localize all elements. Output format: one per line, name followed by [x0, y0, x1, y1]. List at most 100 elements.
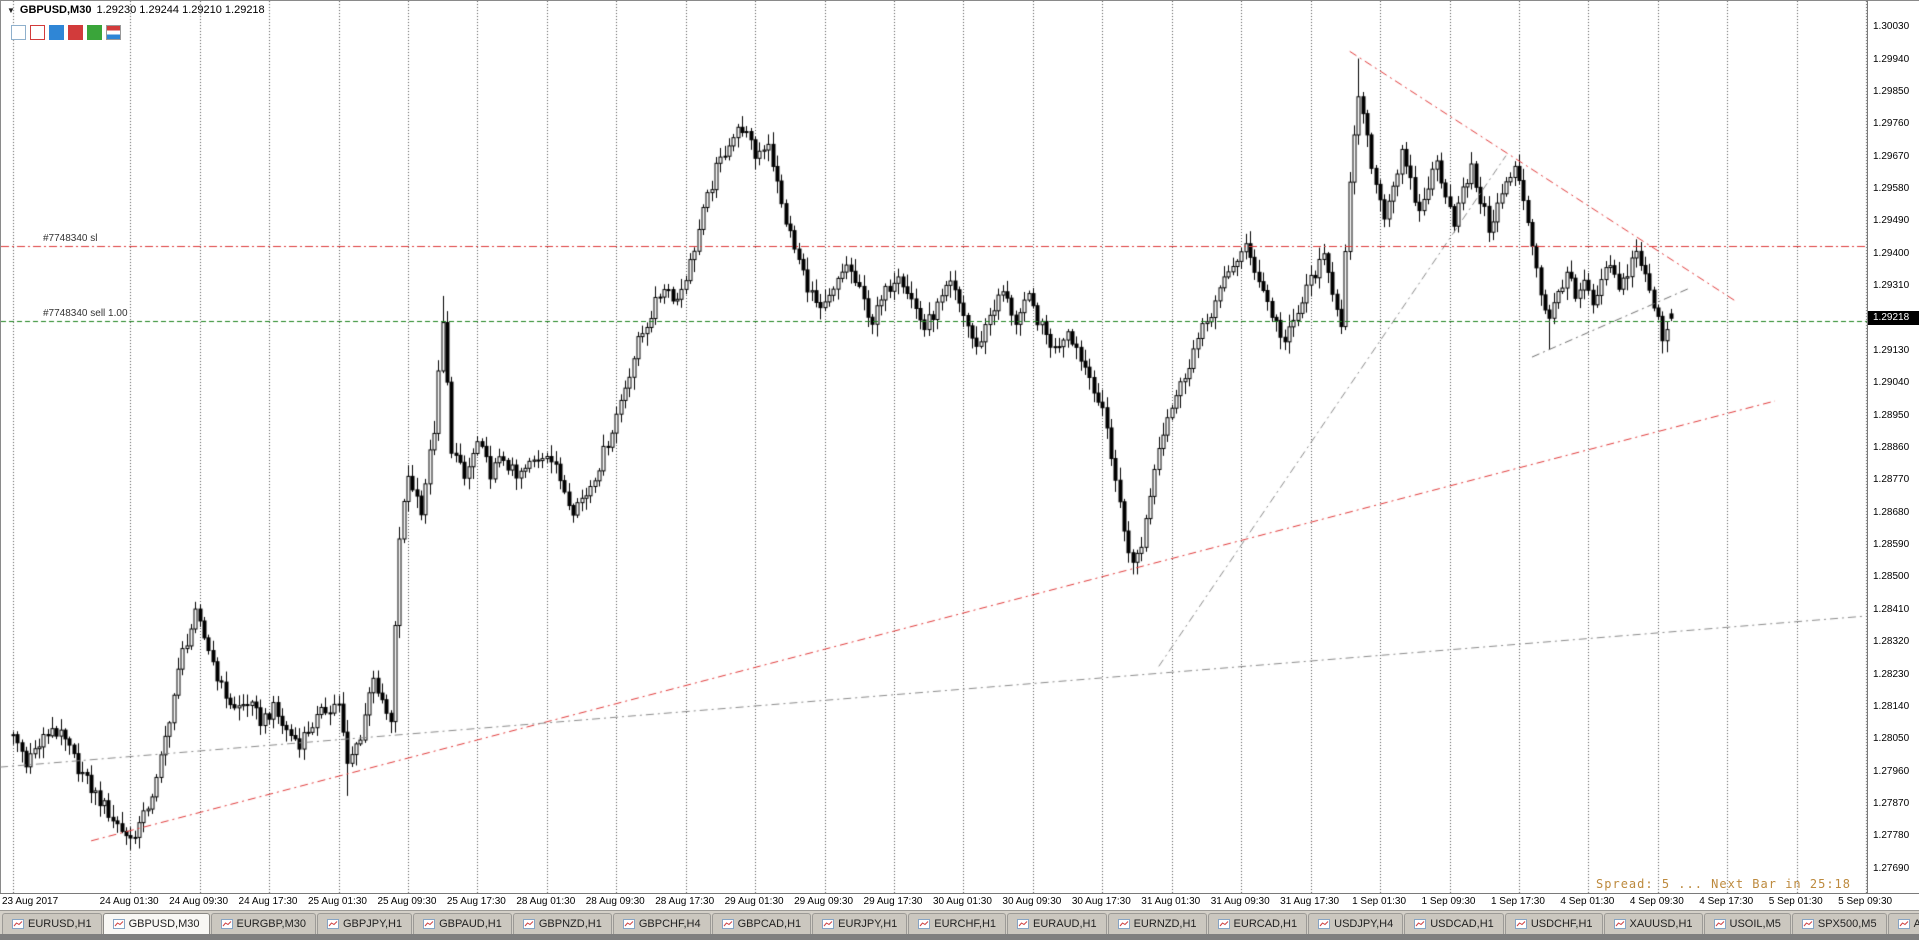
- price-axis[interactable]: 1.29218 1.30030 1.29940 1.29850 1.29760 1.29…: [1867, 0, 1919, 893]
- swatch-green[interactable]: [87, 25, 102, 40]
- tab-label: GBPAUD,H1: [439, 918, 502, 930]
- swatch-white-blue-outline[interactable]: [11, 25, 26, 40]
- time-axis-label: 29 Aug 17:30: [863, 896, 923, 907]
- mini-chart-icon: [1217, 919, 1230, 929]
- time-axis-label: 1 Sep 09:30: [1421, 896, 1476, 907]
- time-axis-label: 31 Aug 17:30: [1280, 896, 1340, 907]
- price-axis-label: 1.29130: [1873, 344, 1910, 356]
- mini-chart-icon: [721, 919, 734, 929]
- price-axis-label: 1.27960: [1873, 765, 1910, 777]
- time-axis-label: 25 Aug 01:30: [308, 896, 367, 907]
- mini-chart-icon: [1713, 919, 1726, 929]
- mini-chart-icon: [918, 919, 931, 929]
- price-axis-label: 1.28500: [1873, 571, 1910, 583]
- tab-label: USDCAD,H1: [1430, 918, 1494, 930]
- tab-label: GBPCHF,H4: [638, 918, 701, 930]
- mini-chart-icon: [1613, 919, 1626, 929]
- ohlc-values: 1.29230 1.29244 1.29210 1.29218: [96, 4, 265, 16]
- tab-label: USDJPY,H4: [1334, 918, 1394, 930]
- chart-tab-usoil-m5[interactable]: USOIL,M5: [1703, 913, 1791, 934]
- mini-chart-icon: [1017, 919, 1030, 929]
- chart-tab-gbpjpy-h1[interactable]: GBPJPY,H1: [317, 913, 413, 934]
- price-axis-label: 1.28140: [1873, 700, 1910, 712]
- chart-tab-gbpchf-h4[interactable]: GBPCHF,H4: [612, 913, 711, 934]
- chart-tab-gbpnzd-h1[interactable]: GBPNZD,H1: [512, 913, 612, 934]
- time-axis-label: 24 Aug 17:30: [238, 896, 298, 907]
- swatch-blue[interactable]: [49, 25, 64, 40]
- chart-tab-eurjpy-h1[interactable]: EURJPY,H1: [812, 913, 908, 934]
- time-axis-label: 31 Aug 09:30: [1210, 896, 1270, 907]
- chart-tab-eurnzd-h1[interactable]: EURNZD,H1: [1107, 913, 1207, 934]
- tab-label: SPX500,M5: [1817, 918, 1877, 930]
- price-chart-canvas[interactable]: [1, 1, 1867, 893]
- time-axis-label: 4 Sep 17:30: [1699, 896, 1754, 907]
- price-axis-label: 1.30030: [1873, 21, 1910, 33]
- price-axis-label: 1.29850: [1873, 85, 1910, 97]
- chart-tab-eurcad-h1[interactable]: EURCAD,H1: [1207, 913, 1308, 934]
- chart-tab-gbpaud-h1[interactable]: GBPAUD,H1: [413, 913, 512, 934]
- chart-tab-eurchf-h1[interactable]: EURCHF,H1: [908, 913, 1007, 934]
- price-axis-label: 1.28320: [1873, 636, 1910, 648]
- tab-label: EURCHF,H1: [934, 918, 997, 930]
- chart-tab-audusd-h4[interactable]: AUDUSD,H4: [1887, 913, 1919, 934]
- price-axis-label: 1.28230: [1873, 668, 1910, 680]
- tab-label: USOIL,M5: [1729, 918, 1781, 930]
- tab-label: XAUUSD,H1: [1629, 918, 1693, 930]
- chart-tab-eurgbp-m30[interactable]: EURGBP,M30: [210, 913, 316, 934]
- time-axis-label: 5 Sep 09:30: [1838, 896, 1893, 907]
- price-axis-label: 1.29580: [1873, 183, 1910, 195]
- chart-tab-gbpusd-m30[interactable]: GBPUSD,M30: [102, 913, 210, 934]
- mini-chart-icon: [1514, 919, 1527, 929]
- price-axis-label: 1.28770: [1873, 474, 1910, 486]
- mini-chart-icon: [327, 919, 339, 929]
- chart-tab-gbpcad-h1[interactable]: GBPCAD,H1: [711, 913, 812, 934]
- tab-label: GBPUSD,M30: [128, 918, 200, 930]
- time-axis-label: 29 Aug 01:30: [724, 896, 784, 907]
- symbol-timeframe-label: GBPUSD,M30: [19, 4, 92, 16]
- time-axis-label: 25 Aug 17:30: [446, 896, 506, 907]
- time-axis-label: 28 Aug 01:30: [516, 896, 576, 907]
- chart-tab-bar: EURUSD,H1 GBPUSD,M30 EURGBP,M30 GBPJPY,H1 GB…: [0, 910, 1919, 934]
- swatch-striped-flag[interactable]: [106, 25, 121, 40]
- swatch-white-red-outline[interactable]: [30, 25, 45, 40]
- stoploss-line-label[interactable]: #7748340 sl: [43, 232, 98, 244]
- time-axis-label: 1 Sep 17:30: [1490, 896, 1545, 907]
- price-axis-label: 1.27690: [1873, 862, 1910, 874]
- mini-chart-icon: [220, 919, 233, 929]
- mini-chart-icon: [622, 919, 635, 929]
- time-axis-label: 1 Sep 01:30: [1352, 896, 1407, 907]
- tab-label: EURCAD,H1: [1233, 918, 1298, 930]
- mini-chart-icon: [522, 919, 535, 929]
- chart-tab-euraud-h1[interactable]: EURAUD,H1: [1007, 913, 1107, 934]
- time-axis-label: 24 Aug 09:30: [169, 896, 229, 907]
- chart-tab-xauusd-h1[interactable]: XAUUSD,H1: [1603, 913, 1703, 934]
- color-swatch-toolbar: [11, 25, 121, 40]
- price-axis-label: 1.28590: [1873, 539, 1910, 551]
- tab-label: USDCHF,H1: [1530, 918, 1593, 930]
- chart-tab-eurusd-h1[interactable]: EURUSD,H1: [2, 913, 102, 934]
- tab-label: EURGBP,M30: [236, 918, 307, 930]
- mini-chart-icon: [12, 919, 24, 929]
- tab-label: EURJPY,H1: [838, 918, 898, 930]
- chart-tab-spx500-m5[interactable]: SPX500,M5: [1791, 913, 1887, 934]
- chart-tab-usdcad-h1[interactable]: USDCAD,H1: [1404, 913, 1504, 934]
- time-axis-label: 30 Aug 09:30: [1002, 896, 1062, 907]
- price-axis-label: 1.29040: [1873, 377, 1910, 389]
- mini-chart-icon: [822, 919, 835, 929]
- tab-label: GBPCAD,H1: [737, 918, 802, 930]
- mini-chart-icon: [1414, 919, 1427, 929]
- time-axis[interactable]: 23 Aug 2017 24 Aug 01:30 24 Aug 09:30 24 Au…: [0, 893, 1919, 910]
- symbol-dropdown-arrow[interactable]: ▼: [7, 5, 15, 15]
- price-axis-label: 1.29490: [1873, 215, 1910, 227]
- swatch-red[interactable]: [68, 25, 83, 40]
- mini-chart-icon: [1897, 919, 1910, 929]
- sell-order-line-label[interactable]: #7748340 sell 1.00: [43, 308, 128, 320]
- time-axis-label: 5 Sep 01:30: [1768, 896, 1823, 907]
- tab-label: AUDUSD,H4: [1914, 918, 1919, 930]
- chart-tab-usdjpy-h4[interactable]: USDJPY,H4: [1308, 913, 1404, 934]
- chart-tab-usdchf-h1[interactable]: USDCHF,H1: [1504, 913, 1603, 934]
- tab-label: EURAUD,H1: [1033, 918, 1097, 930]
- price-axis-label: 1.28050: [1873, 733, 1910, 745]
- chart-area: ▼ GBPUSD,M30 1.29230 1.29244 1.29210 1.2…: [0, 0, 1867, 893]
